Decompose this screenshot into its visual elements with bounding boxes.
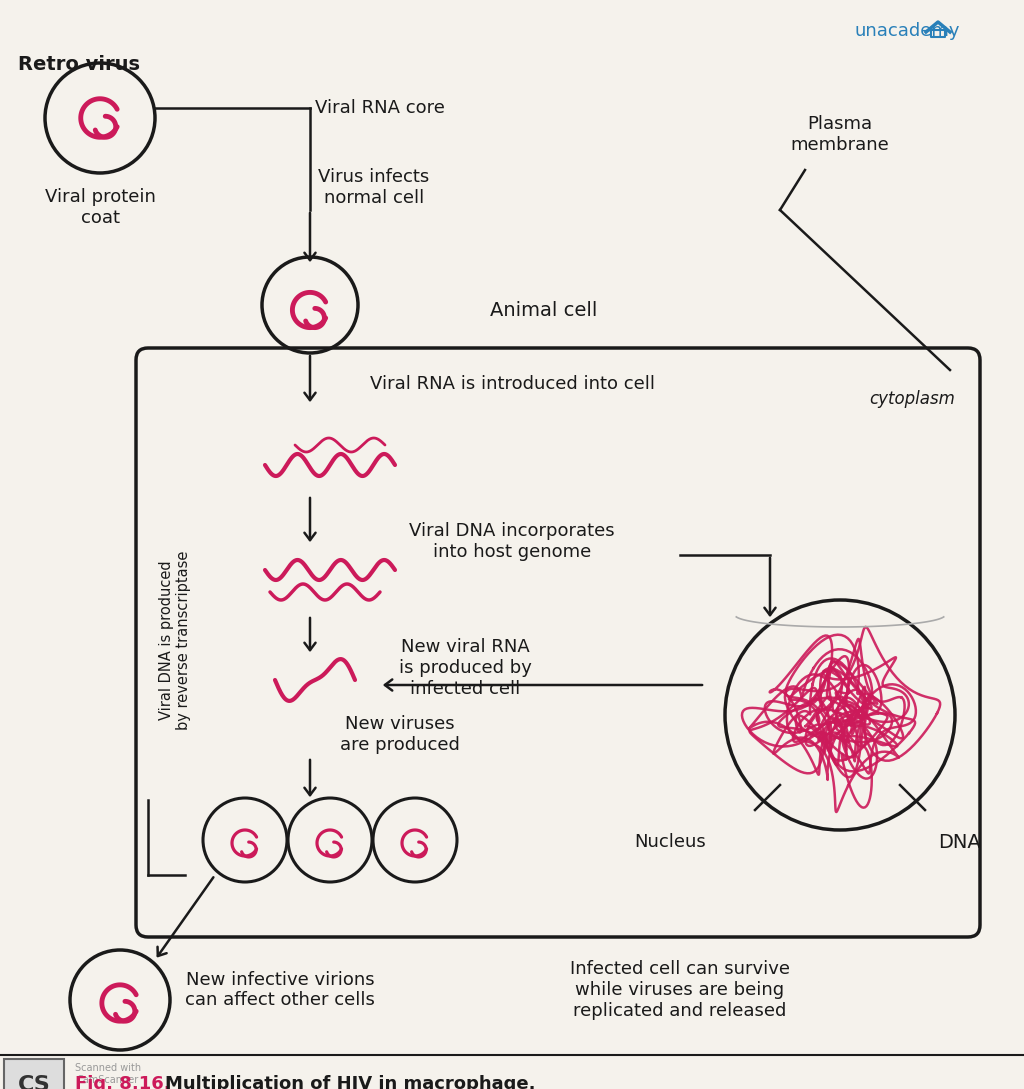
Text: DNA: DNA	[939, 833, 981, 852]
Text: New infective virions
can affect other cells: New infective virions can affect other c…	[185, 970, 375, 1010]
Text: Viral DNA incorporates
into host genome: Viral DNA incorporates into host genome	[410, 522, 614, 561]
Text: Retro virus: Retro virus	[18, 56, 140, 74]
Text: Plasma
membrane: Plasma membrane	[791, 115, 890, 154]
Text: Scanned with
CamScanner: Scanned with CamScanner	[75, 1063, 141, 1085]
Text: Fig. 8.16.: Fig. 8.16.	[75, 1075, 183, 1089]
Text: Virus infects
normal cell: Virus infects normal cell	[318, 168, 429, 207]
Text: Viral RNA core: Viral RNA core	[315, 99, 444, 117]
Text: cytoplasm: cytoplasm	[869, 390, 955, 408]
Text: Viral RNA is introduced into cell: Viral RNA is introduced into cell	[370, 375, 654, 393]
Text: New viral RNA
is produced by
infected cell: New viral RNA is produced by infected ce…	[398, 638, 531, 698]
Text: Animal cell: Animal cell	[490, 301, 597, 319]
Text: Viral protein
coat: Viral protein coat	[45, 188, 156, 227]
Text: Nucleus: Nucleus	[634, 833, 706, 851]
Text: unacademy: unacademy	[854, 22, 961, 40]
Text: Viral DNA is produced
by reverse transcriptase: Viral DNA is produced by reverse transcr…	[159, 550, 191, 730]
Text: Infected cell can survive
while viruses are being
replicated and released: Infected cell can survive while viruses …	[570, 960, 790, 1019]
Text: Multiplication of HIV in macrophage.: Multiplication of HIV in macrophage.	[165, 1075, 536, 1089]
FancyBboxPatch shape	[4, 1059, 63, 1089]
Text: CS: CS	[17, 1075, 50, 1089]
Text: New viruses
are produced: New viruses are produced	[340, 715, 460, 754]
